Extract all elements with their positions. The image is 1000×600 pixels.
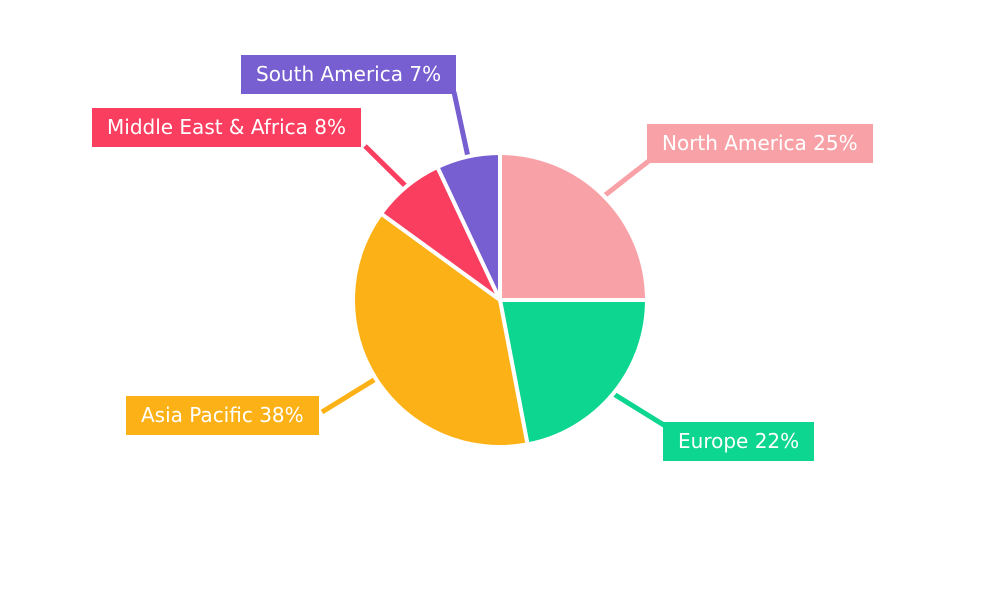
leader-line-asia-pacific	[320, 376, 378, 415]
slice-label-europe: Europe 22%	[663, 422, 815, 461]
pie-slice-north-america	[498, 151, 649, 302]
leader-line-south-america	[451, 91, 471, 158]
pie-slice-europe	[498, 298, 649, 447]
slice-label-south-america: South America 7%	[241, 55, 457, 94]
leader-line-north-america	[602, 158, 652, 199]
leader-line-europe	[611, 391, 669, 430]
slice-label-middle-east-africa: Middle East & Africa 8%	[92, 108, 362, 147]
slice-label-asia-pacific: Asia Pacific 38%	[126, 396, 319, 435]
slice-label-north-america: North America 25%	[647, 124, 873, 163]
leader-line-middle-east-africa	[363, 144, 409, 189]
pie-slice-south-america	[435, 151, 502, 302]
pie-slice-asia-pacific	[351, 211, 530, 449]
